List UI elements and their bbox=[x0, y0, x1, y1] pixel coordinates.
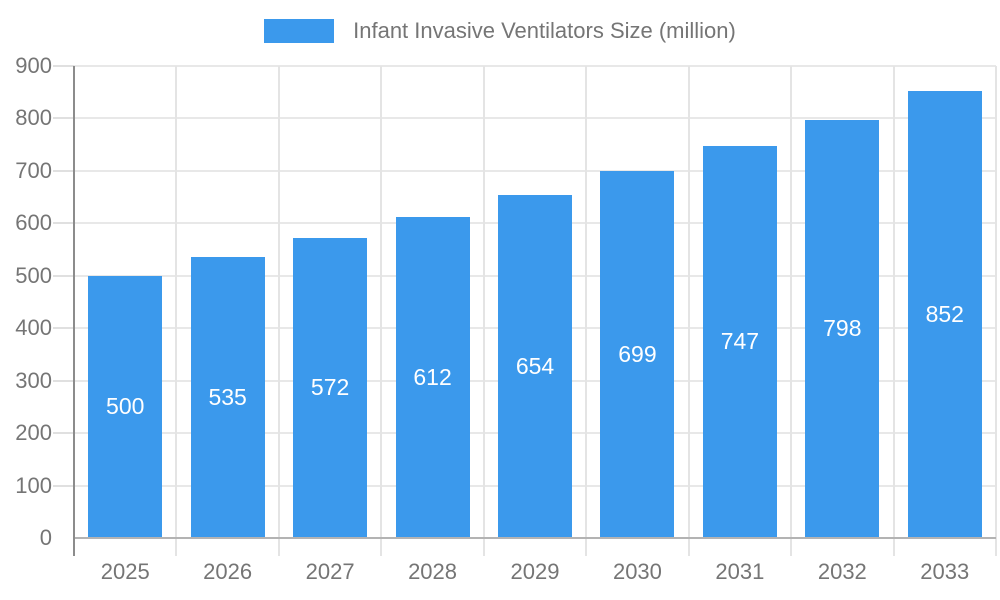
x-axis-tick-label: 2026 bbox=[203, 559, 253, 584]
y-axis-tick-label: 900 bbox=[15, 53, 52, 78]
y-axis-tick-label: 0 bbox=[39, 525, 52, 550]
bar-2025[interactable]: 500 bbox=[88, 275, 163, 538]
y-axis-tick bbox=[53, 117, 74, 120]
y-axis-line bbox=[73, 66, 75, 556]
x-gridline bbox=[277, 66, 280, 556]
x-axis-tick-label: 2032 bbox=[817, 559, 867, 584]
y-axis-tick-label: 100 bbox=[15, 472, 52, 498]
x-axis-tick-label: 2027 bbox=[305, 559, 355, 584]
x-axis-tick-label: 2033 bbox=[920, 559, 970, 584]
bar-value-label: 654 bbox=[515, 352, 555, 379]
y-axis-tick bbox=[53, 65, 74, 67]
x-axis-tick-label: 2028 bbox=[408, 559, 458, 584]
x-gridline bbox=[790, 66, 793, 556]
y-axis-tick bbox=[53, 222, 74, 225]
bar-2028[interactable]: 612 bbox=[395, 217, 470, 538]
x-gridline bbox=[687, 66, 690, 556]
bar-2026[interactable]: 535 bbox=[190, 257, 265, 538]
y-gridline bbox=[74, 117, 996, 120]
x-axis-tick-label: 2029 bbox=[510, 559, 560, 584]
bar-2030[interactable]: 699 bbox=[600, 171, 675, 538]
y-gridline bbox=[74, 537, 996, 539]
plot-area: 500 535 572 612 654 699 747 798 852 bbox=[53, 65, 997, 556]
y-axis-tick-label: 400 bbox=[15, 315, 52, 341]
bar-value-label: 699 bbox=[618, 340, 657, 367]
y-axis-tick bbox=[53, 274, 74, 277]
x-axis-tick-label: 2025 bbox=[100, 559, 150, 584]
bar-2027[interactable]: 572 bbox=[293, 238, 368, 538]
bar-value-label: 572 bbox=[310, 374, 350, 401]
bar-2029[interactable]: 654 bbox=[498, 195, 572, 538]
y-axis-tick-label: 200 bbox=[15, 420, 52, 446]
legend-color-swatch bbox=[264, 19, 335, 43]
y-axis-tick bbox=[53, 169, 74, 172]
x-gridline bbox=[175, 66, 178, 556]
x-axis-tick-label: 2030 bbox=[612, 559, 662, 584]
bar-value-label: 535 bbox=[208, 383, 247, 410]
chart-legend: Infant Invasive Ventilators Size (millio… bbox=[0, 18, 1000, 44]
x-gridline bbox=[892, 66, 895, 556]
y-axis-tick bbox=[53, 327, 74, 330]
y-axis-tick-label: 600 bbox=[15, 210, 52, 236]
y-axis-tick bbox=[53, 484, 74, 487]
x-axis-tick-label: 2031 bbox=[715, 559, 765, 584]
x-gridline bbox=[585, 66, 588, 556]
bar-value-label: 747 bbox=[720, 328, 760, 355]
y-gridline bbox=[74, 169, 996, 172]
bar-2031[interactable]: 747 bbox=[702, 146, 777, 538]
bar-2032[interactable]: 798 bbox=[805, 119, 880, 538]
y-gridline bbox=[74, 65, 996, 67]
bar-value-label: 500 bbox=[106, 392, 145, 419]
legend-series-label: Infant Invasive Ventilators Size (millio… bbox=[353, 18, 736, 43]
y-axis-tick bbox=[53, 379, 74, 382]
y-axis-tick-label: 700 bbox=[15, 157, 52, 183]
y-axis-tick bbox=[53, 432, 74, 435]
y-axis-tick-label: 800 bbox=[15, 105, 52, 131]
x-gridline bbox=[380, 66, 383, 556]
bar-value-label: 612 bbox=[413, 363, 452, 390]
y-axis-tick-label: 300 bbox=[15, 367, 52, 393]
bar-2033[interactable]: 852 bbox=[907, 91, 982, 538]
x-gridline bbox=[995, 66, 997, 556]
y-axis-tick-label: 500 bbox=[15, 262, 52, 288]
x-gridline bbox=[482, 66, 485, 556]
bar-value-label: 852 bbox=[925, 300, 964, 327]
bar-value-label: 798 bbox=[823, 314, 862, 341]
